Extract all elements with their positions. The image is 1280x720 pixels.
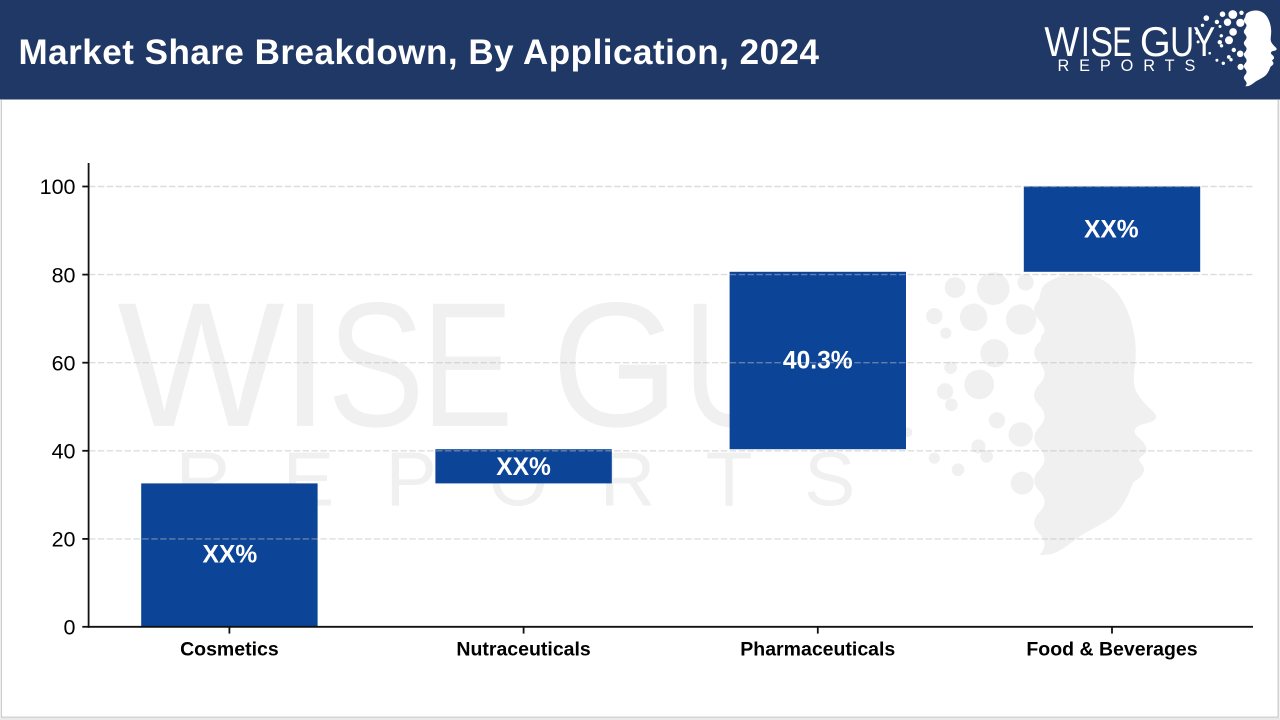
svg-text:G: G <box>552 265 679 464</box>
svg-text:40: 40 <box>52 440 76 464</box>
svg-text:0: 0 <box>64 616 76 640</box>
svg-text:XX%: XX% <box>1084 216 1139 243</box>
svg-text:Pharmaceuticals: Pharmaceuticals <box>740 639 895 661</box>
svg-text:Food & Beverages: Food & Beverages <box>1026 639 1197 661</box>
svg-text:XX%: XX% <box>203 541 258 568</box>
svg-text:I: I <box>1081 18 1090 65</box>
svg-text:100: 100 <box>40 175 76 199</box>
svg-text:60: 60 <box>52 351 76 375</box>
svg-text:E: E <box>422 265 514 464</box>
svg-text:S: S <box>1090 18 1113 65</box>
svg-text:W: W <box>117 265 284 464</box>
svg-text:S: S <box>327 265 424 464</box>
svg-text:REPORTS: REPORTS <box>1058 57 1206 75</box>
svg-text:40.3%: 40.3% <box>783 347 853 374</box>
svg-text:XX%: XX% <box>496 454 551 481</box>
svg-text:Cosmetics: Cosmetics <box>180 639 279 661</box>
svg-text:Market Share Breakdown, By App: Market Share Breakdown, By Application, … <box>19 33 820 72</box>
svg-text:80: 80 <box>52 263 76 287</box>
svg-text:G: G <box>1140 18 1171 65</box>
svg-text:Nutraceuticals: Nutraceuticals <box>456 639 591 661</box>
svg-text:20: 20 <box>52 528 76 552</box>
svg-text:E: E <box>1112 18 1131 65</box>
svg-text:W: W <box>1044 18 1079 65</box>
svg-text:U: U <box>1170 18 1194 65</box>
svg-text:I: I <box>281 265 330 464</box>
